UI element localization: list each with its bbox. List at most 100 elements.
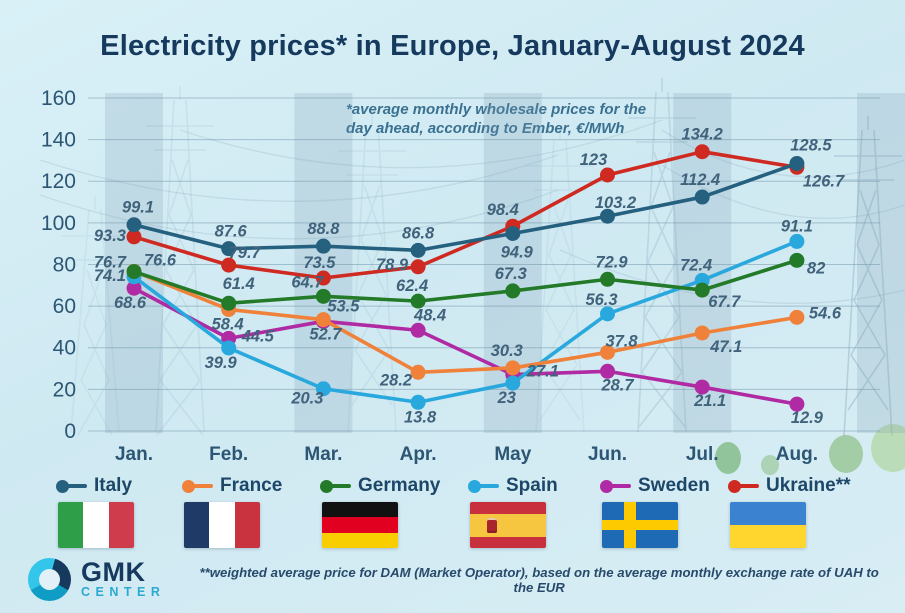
- x-axis-label: Apr.: [400, 444, 437, 465]
- data-point-germany: [600, 271, 615, 287]
- legend-item-sweden: Sweden: [600, 475, 710, 548]
- data-point-ukraine: [221, 257, 237, 273]
- data-point-ukraine: [126, 229, 142, 245]
- spain-crest: [487, 518, 497, 533]
- footnote: **weighted average price for DAM (Market…: [199, 564, 879, 595]
- data-label: 112.4: [680, 171, 720, 189]
- legend-marker-ukraine: [728, 479, 741, 493]
- pylon-silhouette: [61, 196, 129, 436]
- series-line-france: [133, 269, 798, 375]
- data-point-spain: [221, 340, 237, 356]
- data-label: 53.5: [327, 298, 360, 316]
- data-label: 12.9: [791, 409, 824, 427]
- pylon-silhouette: [834, 116, 902, 437]
- data-point-germany: [221, 295, 237, 311]
- legend-label-italy: Italy: [94, 475, 133, 496]
- background-band: [105, 93, 163, 433]
- data-point-germany: [505, 283, 521, 299]
- legend-item-france: France: [182, 475, 282, 548]
- data-label: 61.4: [223, 275, 255, 293]
- germany-flag: [322, 502, 398, 548]
- legend-label-sweden: Sweden: [638, 475, 710, 496]
- data-label: 67.3: [495, 265, 527, 283]
- data-point-italy: [221, 241, 237, 257]
- data-label: 134.2: [682, 126, 723, 144]
- data-label: 52.7: [309, 325, 342, 343]
- data-point-sweden: [600, 363, 615, 379]
- x-axis-label: Jun.: [588, 444, 627, 465]
- data-point-spain: [789, 233, 805, 249]
- legend-marker-germany: [320, 479, 333, 493]
- data-label: 99.1: [122, 199, 154, 217]
- data-label: 30.3: [491, 342, 523, 360]
- data-point-italy: [410, 242, 426, 258]
- legend-marker-spain: [468, 479, 481, 493]
- data-label: 86.8: [402, 224, 435, 242]
- data-point-sweden: [410, 322, 426, 338]
- data-label: 72.4: [680, 256, 712, 274]
- data-point-ukraine: [600, 167, 615, 183]
- data-label: 72.9: [595, 253, 628, 271]
- data-point-italy: [505, 225, 521, 241]
- data-label: 27.1: [526, 363, 559, 381]
- data-point-france: [789, 309, 805, 325]
- legend-item-spain: Spain: [468, 475, 558, 548]
- y-axis-tick: 140: [41, 129, 76, 152]
- annotation-line2: day ahead, according to Ember, €/MWh: [346, 120, 625, 137]
- series-line-spain: [132, 239, 798, 405]
- data-point-sweden: [694, 379, 710, 395]
- series-line-germany: [133, 258, 798, 306]
- data-label: 76.6: [144, 252, 177, 270]
- chart-annotation: *average monthly wholesale prices for th…: [346, 100, 686, 138]
- data-label: 126.7: [803, 172, 845, 190]
- data-label: 94.9: [501, 243, 534, 261]
- france-flag: [184, 502, 260, 548]
- data-label: 28.7: [600, 376, 634, 394]
- data-point-france: [600, 344, 615, 360]
- data-point-france: [505, 360, 521, 376]
- data-label: 58.4: [212, 315, 244, 333]
- data-label: 91.1: [781, 217, 813, 235]
- pylon-silhouette: [146, 86, 214, 436]
- pylon-silhouette: [338, 111, 406, 433]
- data-label: 78.9: [376, 256, 409, 274]
- data-point-italy: [600, 208, 615, 224]
- data-label: 67.7: [708, 293, 741, 311]
- data-label: 98.4: [487, 201, 519, 219]
- x-axis-label: May: [494, 444, 531, 465]
- data-point-italy: [126, 217, 142, 233]
- annotation-line1: *average monthly wholesale prices for th…: [346, 101, 647, 118]
- data-point-ukraine: [410, 259, 426, 275]
- sweden-flag: [602, 502, 678, 548]
- data-point-spain: [315, 381, 331, 397]
- data-label: 82: [807, 259, 825, 277]
- data-label: 74.1: [94, 267, 126, 285]
- data-point-sweden: [789, 396, 805, 412]
- data-label: 13.8: [404, 408, 437, 426]
- data-point-spain: [505, 375, 521, 391]
- data-label: 93.3: [94, 227, 126, 245]
- data-point-ukraine: [315, 270, 331, 286]
- data-label: 68.6: [114, 294, 147, 312]
- logo-subtitle: CENTER: [81, 585, 166, 599]
- pylon-silhouette: [628, 78, 696, 433]
- logo-name: GMK: [81, 557, 146, 587]
- trees: [715, 424, 905, 475]
- y-axis-tick: 100: [41, 212, 76, 235]
- footer: GMK CENTER **weighted average price for …: [28, 558, 883, 601]
- legend-item-germany: Germany: [320, 475, 440, 548]
- data-point-ukraine: [694, 144, 710, 160]
- series-line-ukraine: [133, 149, 798, 280]
- data-label: 87.6: [215, 223, 248, 241]
- x-axis-label: Mar.: [304, 444, 342, 465]
- data-label: 88.8: [307, 220, 340, 238]
- page-title: Electricity prices* in Europe, January-A…: [100, 30, 805, 62]
- background-band: [294, 93, 353, 433]
- data-point-spain: [600, 306, 615, 322]
- data-point-italy: [789, 156, 805, 172]
- y-axis-tick: 20: [53, 378, 76, 401]
- x-axis-label: Jul.: [686, 444, 719, 465]
- series-line-italy: [133, 161, 798, 253]
- data-label: 23: [497, 389, 516, 407]
- legend-marker-france: [182, 479, 195, 493]
